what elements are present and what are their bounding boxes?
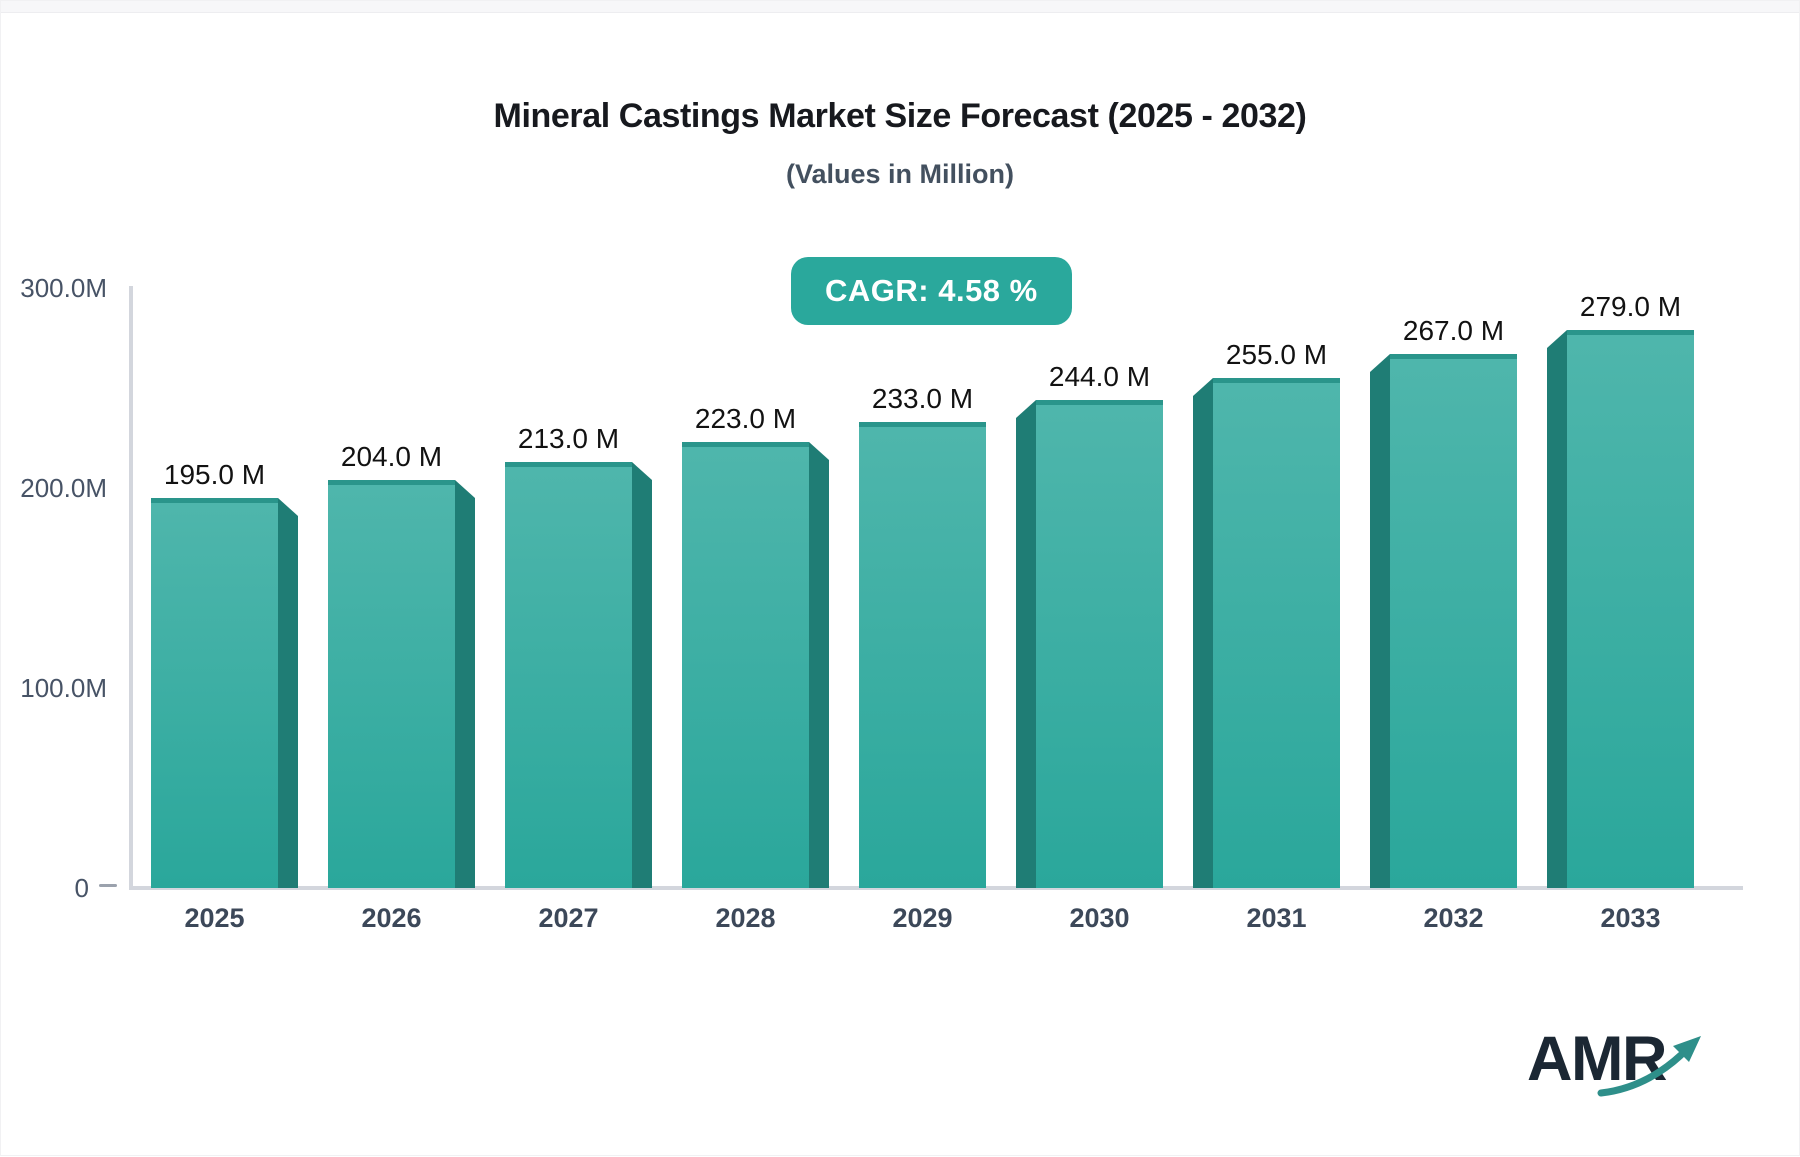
cagr-badge: CAGR: 4.58 % — [791, 257, 1072, 325]
bar-top-edge — [505, 462, 632, 467]
bar-side-face — [1370, 354, 1390, 888]
bar-front-face — [859, 422, 986, 888]
bar-side-face — [632, 462, 652, 888]
x-axis-label: 2033 — [1600, 903, 1661, 933]
bar-front-face — [505, 462, 632, 888]
bar-top-edge — [328, 480, 455, 485]
bar-value-label: 223.0 M — [694, 403, 797, 434]
bar-front-face — [1567, 330, 1694, 888]
bar-value-label: 279.0 M — [1579, 291, 1682, 322]
bar-front-face — [151, 498, 278, 888]
y-axis-label: 100.0M — [20, 673, 107, 703]
bar-value-label: 195.0 M — [163, 459, 266, 490]
bar-side-face — [1193, 378, 1213, 888]
bar-2025[interactable] — [151, 498, 298, 888]
bar-front-face — [682, 442, 809, 888]
x-axis-label: 2027 — [538, 903, 599, 933]
chart-subtitle: (Values in Million) — [785, 159, 1015, 189]
x-axis-label: 2029 — [892, 903, 953, 933]
bar-top-edge — [1390, 354, 1517, 359]
bar-2027[interactable] — [505, 462, 652, 888]
window-top-band — [1, 1, 1799, 13]
bar-value-label: 244.0 M — [1048, 361, 1151, 392]
bar-top-edge — [1567, 330, 1694, 335]
y-axis-label: 0 — [74, 873, 89, 903]
y-axis-line — [129, 286, 133, 890]
y-axis-label: 200.0M — [20, 473, 107, 503]
bar-side-face — [278, 498, 298, 888]
bar-front-face — [1213, 378, 1340, 888]
bar-side-face — [809, 442, 829, 888]
bar-value-label: 255.0 M — [1225, 339, 1328, 370]
bar-value-label: 233.0 M — [871, 383, 974, 414]
cagr-badge-label: CAGR: 4.58 % — [825, 273, 1038, 308]
zero-tick-dash — [99, 884, 117, 887]
bar-side-face — [455, 480, 475, 888]
bar-value-label: 213.0 M — [517, 423, 620, 454]
bar-2033[interactable] — [1547, 330, 1694, 888]
bar-front-face — [328, 480, 455, 888]
bar-2029[interactable] — [859, 422, 986, 888]
chart-title: Mineral Castings Market Size Forecast (2… — [493, 97, 1307, 135]
bar-top-edge — [1213, 378, 1340, 383]
y-axis-label: 300.0M — [20, 273, 107, 303]
amr-logo-arrow-icon — [1597, 1036, 1701, 1097]
x-axis-label: 2032 — [1423, 903, 1484, 933]
bar-value-label: 267.0 M — [1402, 315, 1505, 346]
x-axis-label: 2031 — [1246, 903, 1307, 933]
x-axis-label: 2026 — [361, 903, 422, 933]
bar-top-edge — [151, 498, 278, 503]
x-axis-label: 2025 — [184, 903, 245, 933]
bar-front-face — [1390, 354, 1517, 888]
bar-2028[interactable] — [682, 442, 829, 888]
bar-side-face — [1547, 330, 1567, 888]
bar-2030[interactable] — [1016, 400, 1163, 888]
bar-value-label: 204.0 M — [340, 441, 443, 472]
bar-top-edge — [859, 422, 986, 427]
bar-front-face — [1036, 400, 1163, 888]
x-axis-label: 2030 — [1069, 903, 1130, 933]
bar-2031[interactable] — [1193, 378, 1340, 888]
bar-2026[interactable] — [328, 480, 475, 888]
bar-side-face — [1016, 400, 1036, 888]
bar-top-edge — [1036, 400, 1163, 405]
bar-2032[interactable] — [1370, 354, 1517, 888]
amr-logo: AMR — [1521, 1023, 1741, 1123]
bar-top-edge — [682, 442, 809, 447]
x-axis-label: 2028 — [715, 903, 776, 933]
